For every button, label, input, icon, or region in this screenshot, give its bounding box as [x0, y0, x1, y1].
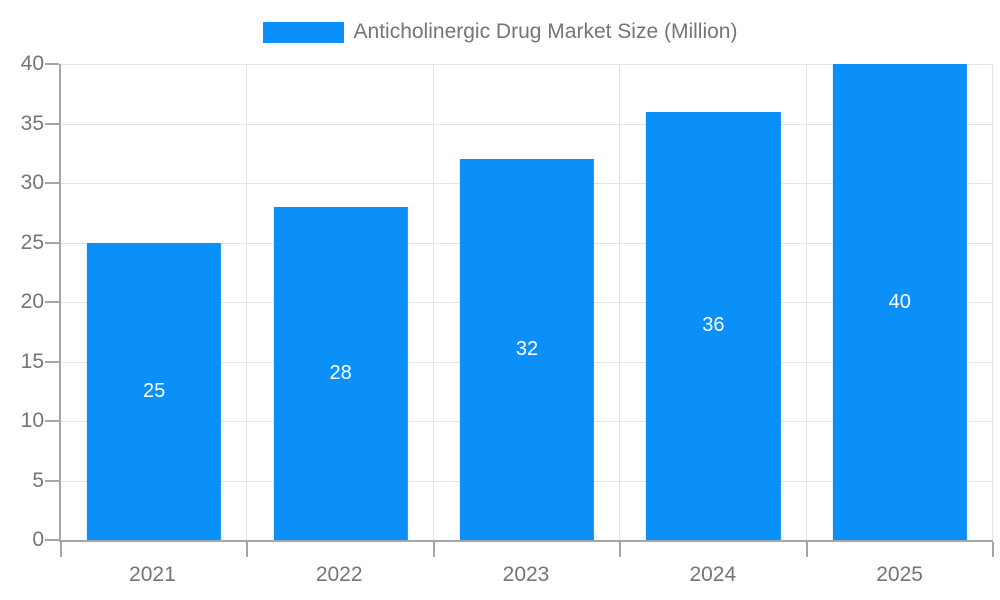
y-tick-mark: [45, 360, 59, 363]
bar-value-label: 28: [329, 361, 352, 384]
y-tick-mark: [45, 420, 59, 422]
y-tick-mark: [45, 122, 59, 125]
x-axis-labels: 2021 2022 2023 2024 2025: [59, 548, 993, 593]
bar-2021: 25: [87, 242, 222, 540]
gridline: [805, 64, 807, 540]
x-tick-label: 2025: [876, 563, 923, 586]
x-tick-label: 2022: [315, 563, 363, 586]
y-axis-labels: 0 5 10 15 20 25 30 35 40: [0, 52, 44, 551]
x-tick-label: 2021: [129, 563, 176, 586]
y-tick-label: 30: [20, 171, 44, 194]
y-tick-mark: [45, 241, 59, 244]
y-tick-mark: [45, 63, 59, 65]
x-tick-mark: [432, 542, 435, 557]
bar-2022: 28: [273, 206, 408, 540]
y-tick-mark: [45, 479, 59, 482]
plot-area: 25 28 32 36 40: [45, 63, 994, 557]
y-tick-label: 10: [20, 409, 44, 432]
y-tick-mark: [45, 182, 59, 184]
y-tick-label: 40: [20, 52, 44, 75]
x-tick-mark: [619, 542, 622, 557]
gridline: [61, 64, 993, 65]
y-tick-mark: [45, 301, 59, 303]
x-tick-label: 2023: [502, 563, 550, 586]
bar-value-label: 32: [515, 338, 539, 361]
x-tick-label: 2024: [689, 563, 737, 586]
y-tick-label: 5: [32, 468, 44, 492]
gridline: [619, 64, 621, 540]
bar-2023: 32: [459, 159, 595, 540]
x-tick-mark: [805, 542, 808, 557]
bar-value-label: 40: [888, 290, 911, 313]
y-tick-label: 35: [20, 111, 44, 135]
chart-legend: Anticholinergic Drug Market Size (Millio…: [0, 20, 1000, 44]
y-tick-label: 0: [32, 528, 44, 551]
bar-2025: 40: [832, 64, 967, 540]
bar-value-label: 36: [702, 314, 725, 337]
legend-label: Anticholinergic Drug Market Size (Millio…: [353, 20, 738, 43]
legend-swatch: [262, 21, 344, 43]
bar-value-label: 25: [143, 379, 166, 402]
gridline: [992, 64, 993, 540]
y-tick-label: 15: [20, 349, 44, 373]
x-tick-mark: [60, 542, 62, 557]
gridline: [61, 123, 993, 125]
gridline: [432, 64, 434, 540]
x-tick-mark: [246, 542, 249, 557]
y-tick-label: 25: [20, 230, 44, 254]
bar-2024: 36: [646, 111, 781, 540]
y-tick-label: 20: [20, 290, 44, 313]
y-tick-mark: [45, 539, 59, 541]
x-tick-mark: [992, 542, 994, 557]
gridline: [246, 64, 248, 540]
